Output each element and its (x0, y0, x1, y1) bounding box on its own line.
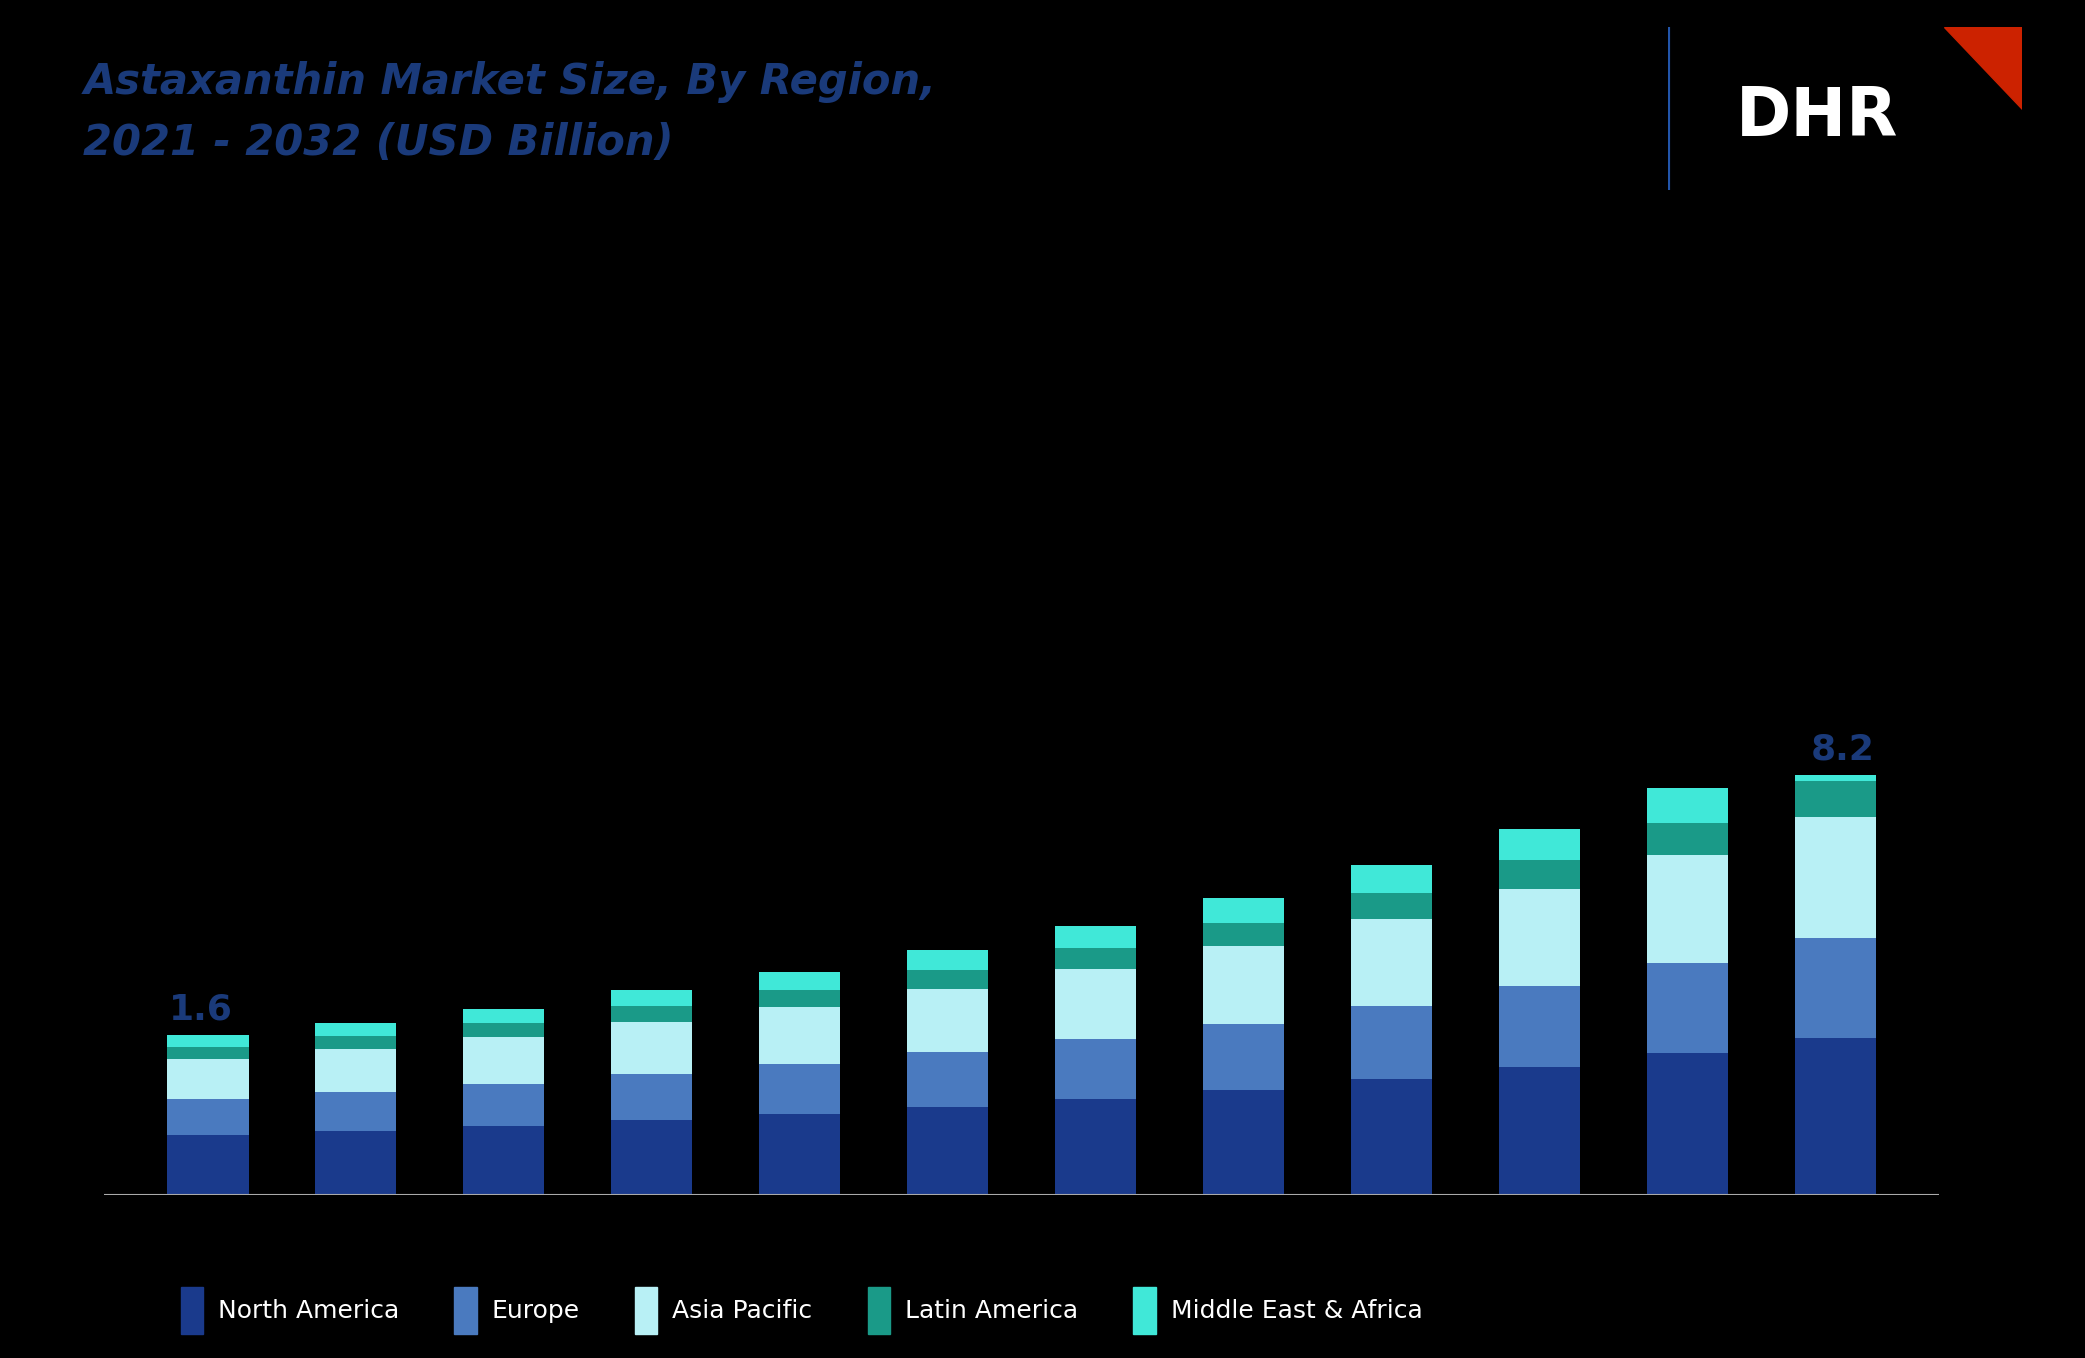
Bar (463, 1126, 544, 1195)
Bar (315, 1131, 396, 1195)
Bar (1647, 788, 1728, 823)
Bar (1203, 947, 1284, 1024)
Bar (759, 1006, 840, 1063)
Bar (1203, 923, 1284, 947)
Bar (907, 1052, 988, 1107)
Bar (315, 1092, 396, 1131)
Bar (1499, 889, 1580, 986)
Bar (759, 1114, 840, 1195)
Bar (1499, 986, 1580, 1067)
Bar (167, 1059, 248, 1099)
Bar (1795, 775, 1876, 781)
Bar (611, 990, 692, 1006)
Bar (759, 990, 840, 1006)
Bar (1203, 1090, 1284, 1195)
Bar (1499, 860, 1580, 889)
Bar (315, 1036, 396, 1048)
Polygon shape (1945, 27, 2022, 109)
Bar (611, 1074, 692, 1120)
Bar (1351, 892, 1432, 919)
Bar (315, 1048, 396, 1092)
Text: 1.6: 1.6 (169, 993, 231, 1027)
Bar (907, 970, 988, 989)
Bar (463, 1038, 544, 1084)
Bar (1351, 1080, 1432, 1195)
Bar (463, 1023, 544, 1038)
Bar (1055, 1039, 1136, 1099)
Bar (1499, 1067, 1580, 1195)
Bar (1795, 816, 1876, 938)
Bar (167, 1099, 248, 1135)
Bar (1647, 854, 1728, 963)
Bar (1647, 963, 1728, 1052)
Bar (1795, 938, 1876, 1038)
Legend: North America, Europe, Asia Pacific, Latin America, Middle East & Africa: North America, Europe, Asia Pacific, Lat… (171, 1278, 1432, 1344)
Bar (1203, 1024, 1284, 1090)
Bar (1351, 865, 1432, 892)
Text: 2021 - 2032 (USD Billion): 2021 - 2032 (USD Billion) (83, 122, 673, 164)
Bar (1647, 823, 1728, 854)
Bar (315, 1023, 396, 1036)
Text: Astaxanthin Market Size, By Region,: Astaxanthin Market Size, By Region, (83, 61, 936, 103)
Bar (907, 949, 988, 970)
Bar (1055, 1099, 1136, 1195)
Bar (1647, 1052, 1728, 1195)
Bar (907, 1107, 988, 1195)
Bar (167, 1035, 248, 1047)
Bar (167, 1047, 248, 1059)
Bar (1351, 1006, 1432, 1080)
Bar (1203, 898, 1284, 923)
Bar (1055, 968, 1136, 1039)
Bar (463, 1009, 544, 1023)
Bar (1795, 1038, 1876, 1195)
Bar (1055, 948, 1136, 968)
Bar (1351, 919, 1432, 1006)
Bar (1055, 926, 1136, 948)
Bar (759, 972, 840, 990)
Text: 8.2: 8.2 (1812, 733, 1874, 767)
Bar (759, 1063, 840, 1114)
Bar (1795, 781, 1876, 816)
Bar (907, 989, 988, 1052)
Bar (611, 1006, 692, 1023)
Bar (463, 1084, 544, 1126)
Text: DHR: DHR (1735, 84, 1897, 149)
Bar (611, 1023, 692, 1074)
Bar (167, 1135, 248, 1195)
Bar (1499, 828, 1580, 860)
Bar (611, 1120, 692, 1195)
